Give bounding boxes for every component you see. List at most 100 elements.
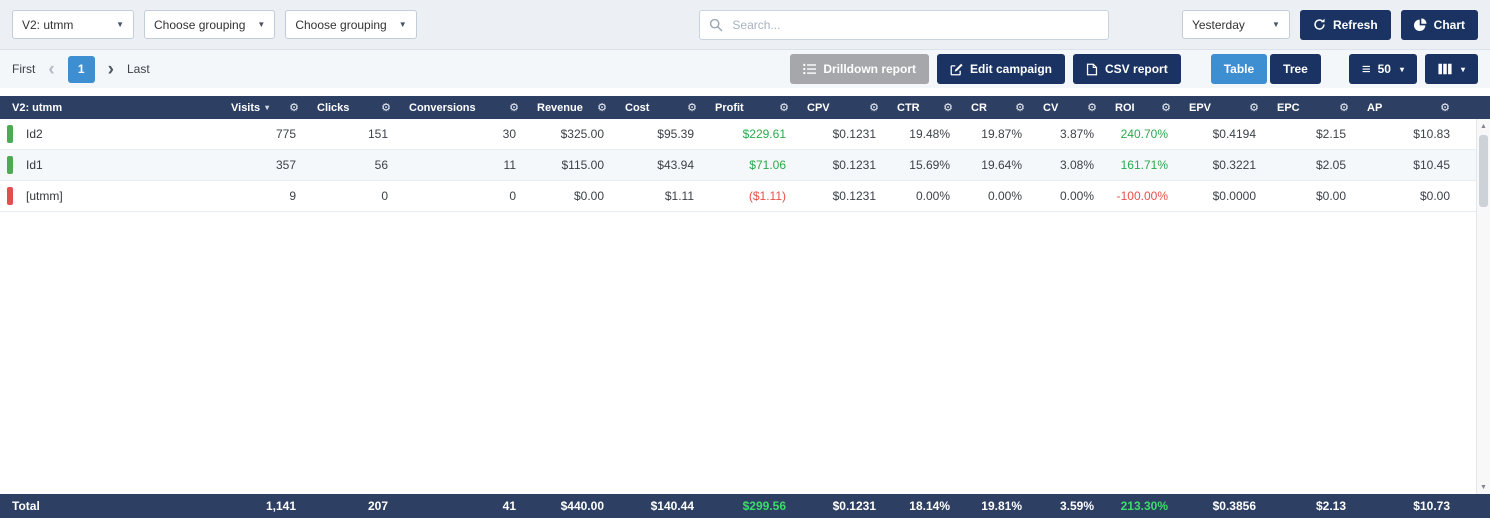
cell-epv: $0.4194 — [1212, 127, 1256, 141]
cell-revenue: $0.00 — [573, 189, 604, 203]
scrollbar-thumb[interactable] — [1479, 135, 1488, 207]
total-clicks: 207 — [367, 499, 388, 513]
column-header-epv[interactable]: EPV ⚙ — [1180, 96, 1268, 119]
total-cv: 3.59% — [1059, 499, 1094, 513]
refresh-button-label: Refresh — [1332, 17, 1378, 32]
column-header-conversions[interactable]: Conversions ⚙ — [400, 96, 528, 119]
cell-cost: $1.11 — [664, 189, 694, 203]
total-ctr: 18.14% — [909, 499, 950, 513]
cell-cr: 19.87% — [981, 127, 1022, 141]
column-header-visits[interactable]: Visits ▾ ⚙ — [222, 96, 308, 119]
table-row[interactable]: [utmm] 9 0 0 $0.00 $1.11 ($1.11) $0.1231… — [0, 181, 1490, 212]
chart-button-label: Chart — [1433, 17, 1465, 32]
refresh-button[interactable]: Refresh — [1299, 9, 1391, 40]
drilldown-report-label: Drilldown report — [823, 62, 916, 76]
column-header-name[interactable]: V2: utmm — [0, 96, 222, 119]
column-label: Profit — [715, 101, 744, 114]
column-header-profit[interactable]: Profit ⚙ — [706, 96, 798, 119]
column-label: AP — [1367, 101, 1383, 114]
cell-ap: $10.45 — [1413, 158, 1450, 172]
tree-view-button[interactable]: Tree — [1270, 54, 1321, 84]
chart-button[interactable]: Chart — [1400, 9, 1478, 40]
csv-report-label: CSV report — [1105, 62, 1168, 76]
cell-roi: 240.70% — [1120, 127, 1168, 141]
row-name[interactable]: Id1 — [26, 158, 43, 172]
page-size-value: 50 — [1377, 62, 1391, 76]
gear-icon[interactable]: ⚙ — [1249, 102, 1259, 114]
column-header-cv[interactable]: CV ⚙ — [1034, 96, 1106, 119]
scroll-up-icon[interactable]: ▲ — [1480, 122, 1487, 130]
gear-icon[interactable]: ⚙ — [597, 102, 607, 114]
view-toggle: Table Tree — [1210, 54, 1321, 84]
gear-icon[interactable]: ⚙ — [1440, 102, 1450, 114]
gear-icon[interactable]: ⚙ — [1015, 102, 1025, 114]
column-header-cpv[interactable]: CPV ⚙ — [798, 96, 888, 119]
gear-icon[interactable]: ⚙ — [1339, 102, 1349, 114]
cell-visits: 775 — [275, 127, 296, 141]
edit-campaign-button[interactable]: Edit campaign — [937, 54, 1066, 84]
table-row[interactable]: Id1 357 56 11 $115.00 $43.94 $71.06 $0.1… — [0, 150, 1490, 181]
gear-icon[interactable]: ⚙ — [1161, 102, 1171, 114]
grouping-select-2[interactable]: Choose grouping ▼ — [285, 10, 417, 39]
cell-revenue: $325.00 — [560, 127, 604, 141]
column-header-cr[interactable]: CR ⚙ — [962, 96, 1034, 119]
cell-cpv: $0.1231 — [832, 189, 876, 203]
gear-icon[interactable]: ⚙ — [381, 102, 391, 114]
grouping-select-1-value: Choose grouping — [154, 17, 246, 32]
column-label: V2: utmm — [12, 101, 63, 114]
column-header-ap[interactable]: AP ⚙ — [1358, 96, 1476, 119]
list-icon — [803, 63, 817, 75]
pagination-page-1[interactable]: 1 — [67, 55, 95, 83]
pagination-last[interactable]: Last — [126, 62, 150, 76]
row-name-cell: Id1 — [0, 156, 222, 174]
gear-icon[interactable]: ⚙ — [289, 102, 299, 114]
total-epv: $0.3856 — [1212, 499, 1256, 513]
column-label: Clicks — [317, 101, 350, 114]
table-row[interactable]: Id2 775 151 30 $325.00 $95.39 $229.61 $0… — [0, 119, 1490, 150]
caret-down-icon: ▾ — [1399, 64, 1404, 74]
gear-icon[interactable]: ⚙ — [869, 102, 879, 114]
column-header-epc[interactable]: EPC ⚙ — [1268, 96, 1358, 119]
column-label: Revenue — [537, 101, 583, 114]
gear-icon[interactable]: ⚙ — [509, 102, 519, 114]
csv-report-button[interactable]: CSV report — [1073, 54, 1181, 84]
pagination: First ‹ 1 › Last — [12, 55, 150, 83]
date-range-select[interactable]: Yesterday ▼ — [1181, 10, 1290, 39]
grouping-select-1[interactable]: Choose grouping ▼ — [144, 10, 276, 39]
gear-icon[interactable]: ⚙ — [1087, 102, 1097, 114]
column-header-revenue[interactable]: Revenue ⚙ — [528, 96, 616, 119]
chevron-left-icon[interactable]: ‹ — [48, 58, 55, 80]
total-cpv: $0.1231 — [832, 499, 876, 513]
cell-ap: $10.83 — [1413, 127, 1450, 141]
gear-icon[interactable]: ⚙ — [687, 102, 697, 114]
cell-roi: -100.00% — [1116, 189, 1168, 203]
row-name[interactable]: Id2 — [26, 127, 43, 141]
columns-select[interactable]: ▾ — [1424, 54, 1478, 84]
vertical-scrollbar[interactable]: ▲ ▼ — [1476, 119, 1490, 494]
caret-down-icon: ▼ — [116, 20, 124, 29]
search-input[interactable] — [699, 9, 1110, 40]
cell-clicks: 0 — [381, 189, 388, 203]
column-header-cost[interactable]: Cost ⚙ — [616, 96, 706, 119]
gear-icon[interactable]: ⚙ — [943, 102, 953, 114]
gear-icon[interactable]: ⚙ — [779, 102, 789, 114]
scroll-down-icon[interactable]: ▼ — [1480, 483, 1487, 491]
row-name[interactable]: [utmm] — [26, 189, 63, 203]
table-view-label: Table — [1223, 62, 1255, 76]
caret-down-icon: ▼ — [398, 20, 407, 29]
total-ap: $10.73 — [1413, 499, 1450, 513]
chevron-right-icon[interactable]: › — [107, 58, 114, 80]
table-view-button[interactable]: Table — [1210, 54, 1268, 84]
toolbar: V2: utmm ▼ Choose grouping ▼ Choose grou… — [0, 0, 1490, 50]
column-header-clicks[interactable]: Clicks ⚙ — [308, 96, 400, 119]
pagination-first[interactable]: First — [12, 62, 36, 76]
column-header-roi[interactable]: ROI ⚙ — [1106, 96, 1180, 119]
page-size-select[interactable]: ≡ 50 ▾ — [1348, 54, 1417, 84]
column-label: CV — [1043, 101, 1059, 114]
caret-down-icon: ▼ — [257, 20, 266, 29]
drilldown-report-button[interactable]: Drilldown report — [790, 54, 929, 84]
column-header-ctr[interactable]: CTR ⚙ — [888, 96, 962, 119]
total-label: Total — [12, 499, 40, 513]
campaign-select[interactable]: V2: utmm ▼ — [12, 10, 134, 39]
